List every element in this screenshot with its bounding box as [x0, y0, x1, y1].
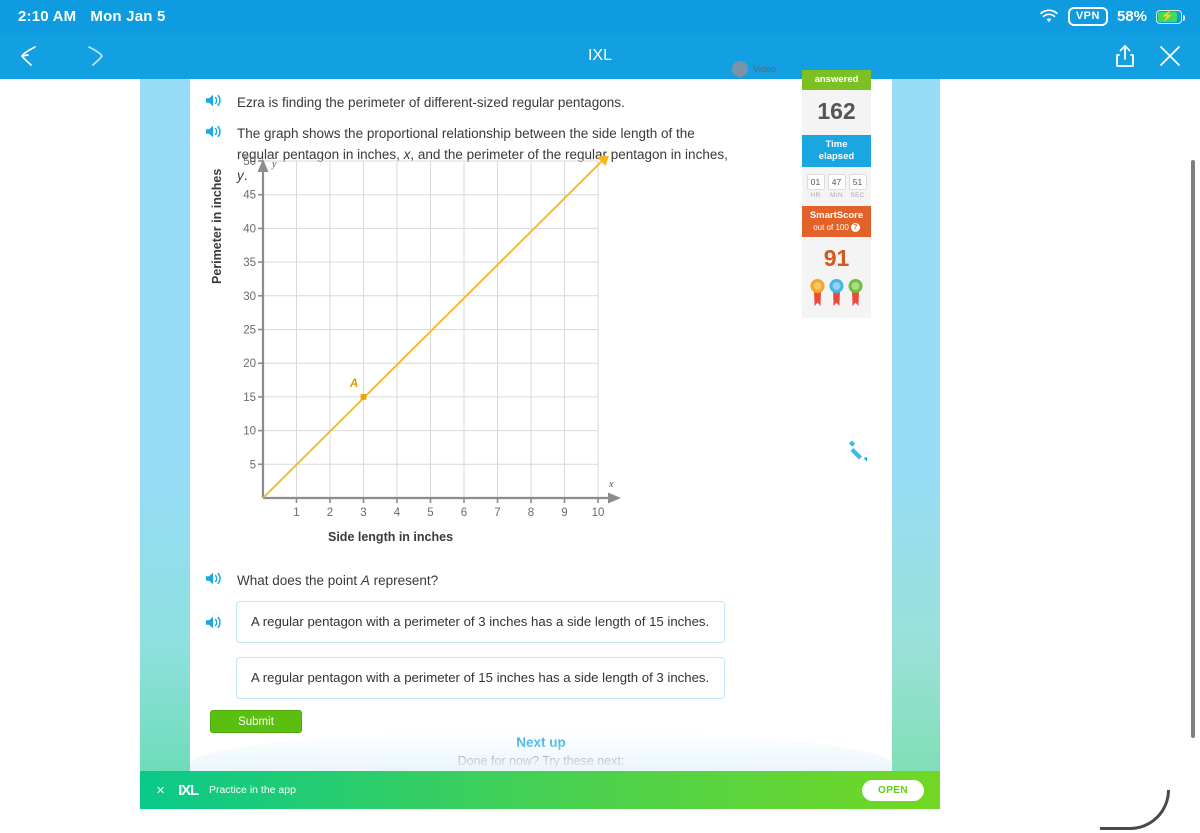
svg-text:9: 9 [561, 507, 567, 519]
svg-text:10: 10 [243, 426, 256, 438]
award-ribbons [802, 276, 871, 318]
ixl-logo: IXL [178, 781, 199, 799]
smartscore-value: 91 [823, 244, 850, 271]
svg-text:40: 40 [243, 223, 256, 235]
app-promo-banner: ✕ IXL Practice in the app OPEN [140, 771, 940, 809]
status-date: Mon Jan 5 [90, 8, 166, 25]
svg-text:7: 7 [494, 507, 500, 519]
time-elapsed-band: Time elapsed [802, 134, 871, 167]
back-arrow-icon[interactable] [18, 44, 44, 68]
web-page: Ezra is finding the perimeter of differe… [0, 61, 1200, 833]
svg-text:50: 50 [243, 156, 256, 168]
answer-options: A regular pentagon with a perimeter of 3… [205, 601, 725, 713]
question-text-2: The graph shows the proportional relatio… [237, 126, 728, 183]
x-axis-label: Side length in inches [328, 530, 454, 544]
svg-text:45: 45 [243, 190, 256, 202]
status-time: 2:10 AM [18, 8, 77, 25]
graph-svg: y x 5 10 15 20 25 30 35 40 45 50 [243, 153, 621, 519]
answer-option-1-row: A regular pentagon with a perimeter of 3… [205, 601, 725, 643]
svg-text:10: 10 [592, 507, 605, 519]
ribbon-green-icon [848, 278, 863, 306]
browser-toolbar: IXL [0, 33, 1200, 79]
question-line-1: Ezra is finding the perimeter of differe… [205, 93, 825, 114]
svg-text:1: 1 [293, 507, 299, 519]
question-text-1: Ezra is finding the perimeter of differe… [237, 95, 625, 110]
svg-text:30: 30 [243, 291, 256, 303]
forward-arrow-icon[interactable] [80, 44, 106, 68]
speaker-icon[interactable] [205, 615, 224, 630]
smartscore-panel: 91 [802, 236, 871, 318]
svg-text:25: 25 [243, 325, 256, 337]
point-a-marker [360, 394, 367, 400]
svg-text:4: 4 [394, 507, 401, 519]
video-label: Video [753, 64, 776, 74]
vertical-scrollbar[interactable] [1191, 160, 1195, 738]
wifi-icon [1039, 9, 1059, 24]
svg-text:15: 15 [243, 392, 256, 404]
app-banner-text: Practice in the app [208, 784, 296, 796]
seconds-label: SEC [850, 191, 865, 199]
time-digits: 01 47 51 [802, 167, 871, 192]
speaker-icon[interactable] [205, 571, 224, 586]
right-gradient-strip [892, 79, 940, 771]
question-prompt: What does the point A represent? [205, 571, 685, 592]
time-unit-labels: HR MIN SEC [802, 192, 871, 206]
time-panel: 01 47 51 HR MIN SEC [802, 166, 871, 206]
smartscore-subtitle: out of 100? [802, 222, 871, 233]
question-prompt-text: What does the point A represent? [237, 573, 439, 588]
answered-count: 162 [817, 97, 856, 124]
minutes-label: MIN [829, 191, 844, 199]
svg-text:6: 6 [461, 507, 467, 519]
minutes-value: 47 [827, 173, 846, 190]
hours-label: HR [810, 191, 821, 199]
open-app-button[interactable]: OPEN [862, 779, 924, 801]
speaker-icon[interactable] [205, 124, 224, 139]
left-gradient-strip [140, 79, 190, 771]
battery-charging-icon: ⚡ [1156, 9, 1185, 24]
exercise-sheet: Ezra is finding the perimeter of differe… [190, 79, 892, 771]
answer-option-1[interactable]: A regular pentagon with a perimeter of 3… [236, 601, 725, 643]
smartscore-band: SmartScore out of 100? [802, 205, 871, 237]
svg-text:8: 8 [528, 507, 534, 519]
seconds-value: 51 [848, 173, 867, 190]
answered-panel: 162 [802, 89, 871, 135]
close-icon[interactable]: ✕ [156, 784, 166, 797]
y-axis-label: Perimeter in inches [210, 168, 224, 284]
submit-button[interactable]: Submit [210, 710, 302, 733]
coordinate-graph: Perimeter in inches Side length in inche… [210, 153, 650, 551]
answered-band: answered [802, 70, 871, 90]
hours-value: 01 [806, 173, 825, 190]
question-line-2: The graph shows the proportional relatio… [205, 124, 735, 187]
svg-text:2: 2 [327, 507, 333, 519]
svg-text:20: 20 [243, 358, 256, 370]
close-icon[interactable] [1158, 44, 1182, 68]
score-sidebar: Video answered 162 Time elapsed 01 47 51 … [732, 61, 871, 318]
video-link[interactable]: Video [732, 61, 776, 77]
battery-percent: 58% [1116, 8, 1147, 25]
ribbon-gold-icon [810, 278, 825, 306]
speaker-icon[interactable] [205, 93, 224, 108]
point-a-label: A [349, 378, 358, 390]
svg-text:35: 35 [243, 257, 256, 269]
share-icon[interactable] [1114, 44, 1136, 68]
svg-text:5: 5 [427, 507, 433, 519]
video-icon [732, 61, 748, 77]
svg-text:x: x [608, 479, 614, 490]
svg-text:y: y [271, 159, 277, 170]
vpn-badge: VPN [1067, 7, 1108, 26]
smartscore-title: SmartScore [809, 209, 864, 221]
pencil-icon[interactable] [845, 437, 875, 472]
ribbon-blue-icon [829, 278, 844, 306]
help-icon[interactable]: ? [850, 222, 860, 232]
svg-text:5: 5 [250, 459, 256, 471]
svg-text:3: 3 [360, 507, 366, 519]
page-title: IXL [587, 47, 612, 64]
ios-status-bar: 2:10 AM Mon Jan 5 VPN 58% ⚡ [0, 0, 1200, 33]
answer-option-2-row: A regular pentagon with a perimeter of 1… [205, 657, 725, 699]
answer-option-2[interactable]: A regular pentagon with a perimeter of 1… [236, 657, 725, 699]
